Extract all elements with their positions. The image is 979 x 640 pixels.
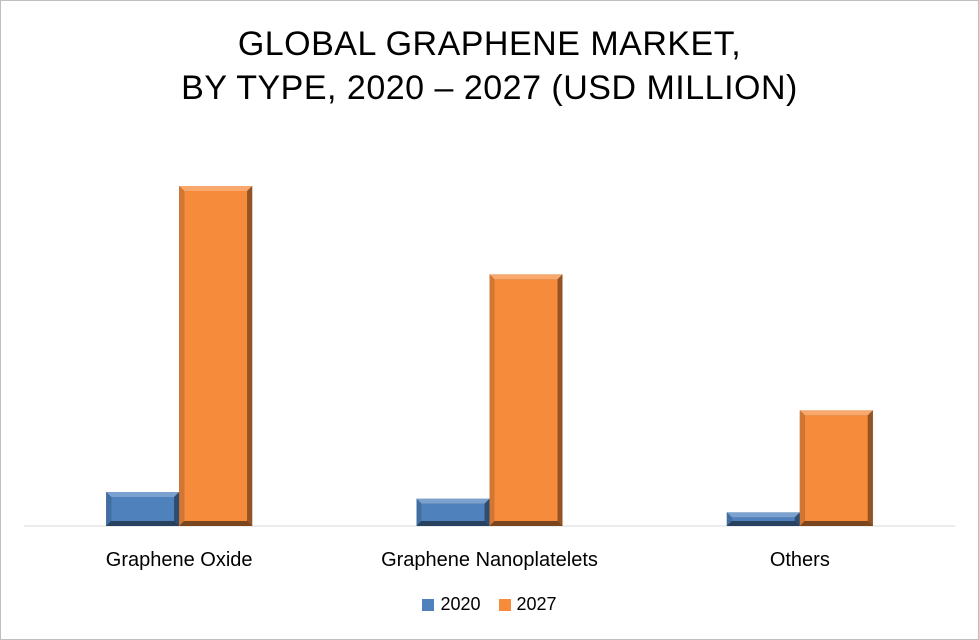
legend: 2020 2027	[0, 594, 979, 615]
bar-2027-graphene-nanoplatelets	[489, 274, 563, 526]
legend-swatch-2020	[422, 598, 435, 611]
bar-2020-others	[726, 512, 800, 526]
bar-2027-others	[799, 410, 873, 526]
bar-2020-graphene-oxide	[106, 492, 180, 526]
x-tick-label-1: Graphene Oxide	[106, 549, 253, 571]
legend-item-2027: 2027	[498, 594, 557, 615]
x-tick-label-2: Graphene Nanoplatelets	[381, 549, 598, 571]
legend-swatch-2027	[498, 598, 511, 611]
legend-item-2020: 2020	[422, 594, 481, 615]
chart-subtitle: BY TYPE, 2020 – 2027 (USD MILLION)	[181, 69, 798, 107]
x-tick-label-3: Others	[770, 549, 830, 571]
legend-label-2020: 2020	[440, 594, 481, 614]
bar-2027-graphene-oxide	[179, 186, 253, 526]
chart-title-block: GLOBAL GRAPHENE MARKET, BY TYPE, 2020 – …	[0, 22, 979, 110]
chart-title: GLOBAL GRAPHENE MARKET,	[237, 25, 742, 63]
legend-label-2027: 2027	[516, 594, 557, 614]
bar-2020-graphene-nanoplatelets	[416, 498, 490, 526]
